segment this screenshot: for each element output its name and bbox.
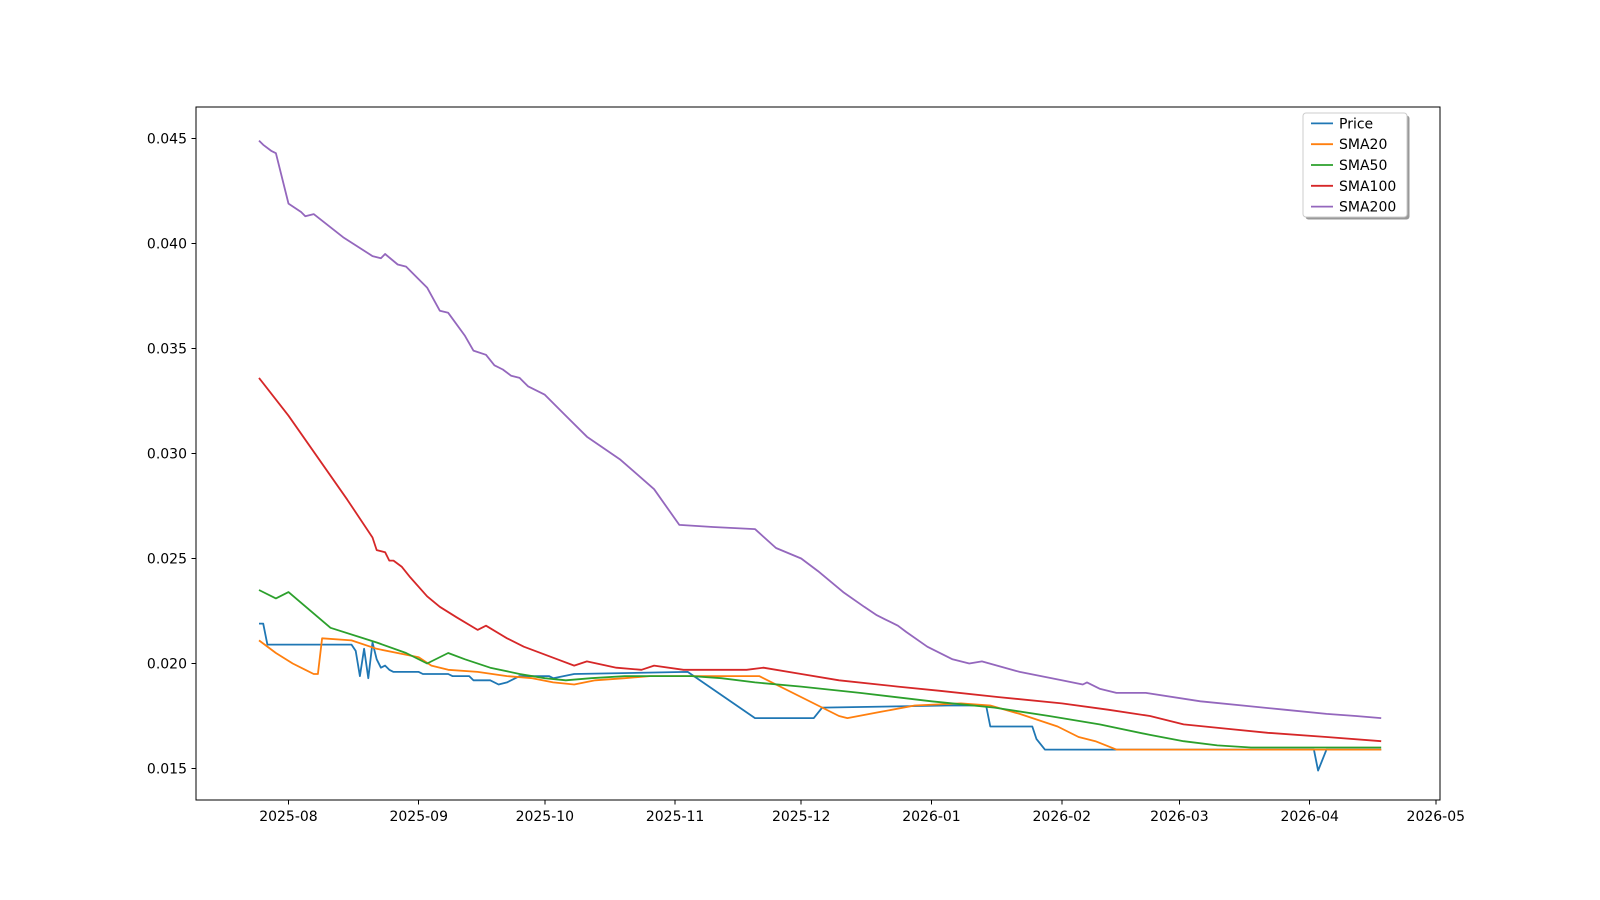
x-tick-label: 2026-01 (902, 809, 961, 825)
legend-item-sma100: SMA100 (1311, 179, 1396, 195)
legend-item-sma200: SMA200 (1311, 200, 1396, 216)
y-tick-label: 0.030 (147, 447, 187, 463)
legend-item-price: Price (1311, 116, 1373, 132)
x-tick-label: 2026-03 (1150, 809, 1209, 825)
x-tick-label: 2025-11 (646, 809, 705, 825)
legend-box (1302, 112, 1408, 218)
legend-label-sma20: SMA20 (1339, 137, 1387, 153)
x-tick-label: 2026-04 (1280, 809, 1339, 825)
y-tick-label: 0.020 (147, 657, 187, 673)
series-line-price (259, 622, 1382, 772)
y-tick-label: 0.045 (147, 132, 187, 148)
x-tick-label: 2026-05 (1407, 809, 1466, 825)
plot-border (195, 106, 1441, 801)
y-tick-label: 0.035 (147, 342, 187, 358)
legend-label-sma50: SMA50 (1339, 158, 1387, 174)
x-tick-label: 2025-08 (259, 809, 318, 825)
x-tick-label: 2025-09 (389, 809, 448, 825)
series-line-sma100 (258, 377, 1382, 743)
y-tick-label: 0.015 (147, 762, 187, 778)
series-line-sma200 (258, 139, 1382, 719)
legend-label-sma200: SMA200 (1339, 200, 1396, 216)
y-tick-label: 0.025 (147, 552, 187, 568)
series-line-sma50 (258, 589, 1382, 749)
legend-item-sma20: SMA20 (1311, 137, 1387, 153)
series-line-sma20 (258, 637, 1382, 751)
x-tick-label: 2026-02 (1033, 809, 1092, 825)
legend-label-price: Price (1339, 116, 1373, 132)
x-tick-label: 2025-12 (772, 809, 831, 825)
x-tick-label: 2025-10 (516, 809, 575, 825)
legend-item-sma50: SMA50 (1311, 158, 1387, 174)
legend-label-sma100: SMA100 (1339, 179, 1396, 195)
y-tick-label: 0.040 (147, 237, 187, 253)
